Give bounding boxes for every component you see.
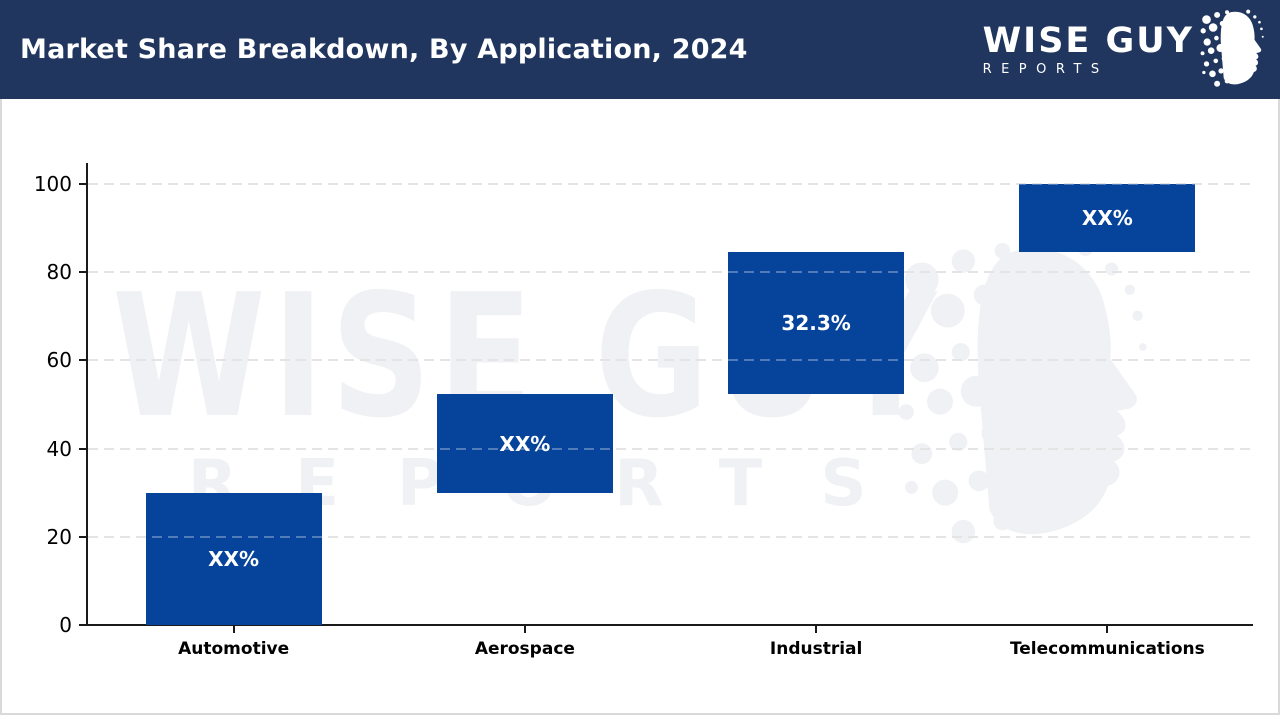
y-tick-label-40: 40 — [46, 436, 72, 461]
bar-value-label-industrial: 32.3% — [781, 311, 851, 336]
dotted-head-icon — [1200, 9, 1264, 87]
y-tick-80 — [79, 271, 88, 274]
left-border — [0, 99, 2, 715]
y-axis-line — [86, 163, 88, 626]
y-tick-label-0: 0 — [59, 613, 72, 637]
bottom-border — [0, 713, 1280, 715]
gridline-overlay-60 — [88, 359, 1253, 362]
bar-value-label-aerospace: XX% — [499, 431, 551, 456]
wise-guy-reports-logo: WISE GUY REPORTS — [983, 6, 1268, 94]
header-bar: Market Share Breakdown, By Application, … — [0, 0, 1280, 99]
gridline-100 — [88, 183, 1253, 185]
y-tick-label-60: 60 — [46, 348, 72, 373]
category-label-telecommunications: Telecommunications — [1009, 639, 1205, 659]
x-tick-industrial — [815, 626, 818, 633]
category-label-automotive: Automotive — [178, 639, 290, 659]
logo-name: WISE GUY — [982, 21, 1194, 61]
bar-automotive: XX% — [145, 492, 322, 625]
gridline-20 — [88, 535, 1253, 538]
bar-aerospace: XX% — [436, 394, 613, 493]
logo-text: WISE GUY REPORTS — [982, 21, 1194, 77]
gridline-overlay-100 — [88, 183, 1253, 185]
y-tick-0 — [79, 624, 88, 626]
watermark-dotted-head — [898, 240, 1147, 544]
x-tick-aerospace — [523, 626, 526, 633]
bar-telecommunications: XX% — [1019, 184, 1196, 252]
x-axis-line — [86, 624, 1253, 626]
bar-value-label-automotive: XX% — [208, 546, 260, 571]
gridline-overlay-20 — [88, 535, 1253, 538]
gridline-80 — [88, 271, 1253, 274]
bar-value-label-telecommunications: XX% — [1081, 205, 1133, 230]
y-tick-label-20: 20 — [46, 524, 72, 549]
x-tick-telecommunications — [1106, 626, 1109, 633]
y-tick-label-100: 100 — [33, 172, 72, 196]
category-label-industrial: Industrial — [769, 639, 863, 659]
right-border — [1278, 99, 1280, 715]
bar-industrial: 32.3% — [728, 251, 905, 395]
gridline-overlay-40 — [88, 447, 1253, 450]
y-tick-20 — [79, 535, 88, 538]
gridline-overlay-80 — [88, 271, 1253, 274]
y-tick-label-80: 80 — [46, 260, 72, 285]
y-tick-40 — [79, 447, 88, 450]
x-tick-automotive — [232, 626, 235, 633]
category-label-aerospace: Aerospace — [474, 639, 575, 659]
gridline-40 — [88, 447, 1253, 450]
y-tick-100 — [79, 183, 88, 185]
y-tick-60 — [79, 359, 88, 362]
logo-subtitle: REPORTS — [982, 62, 1109, 77]
page-title: Market Share Breakdown, By Application, … — [20, 34, 748, 65]
gridline-60 — [88, 359, 1253, 362]
